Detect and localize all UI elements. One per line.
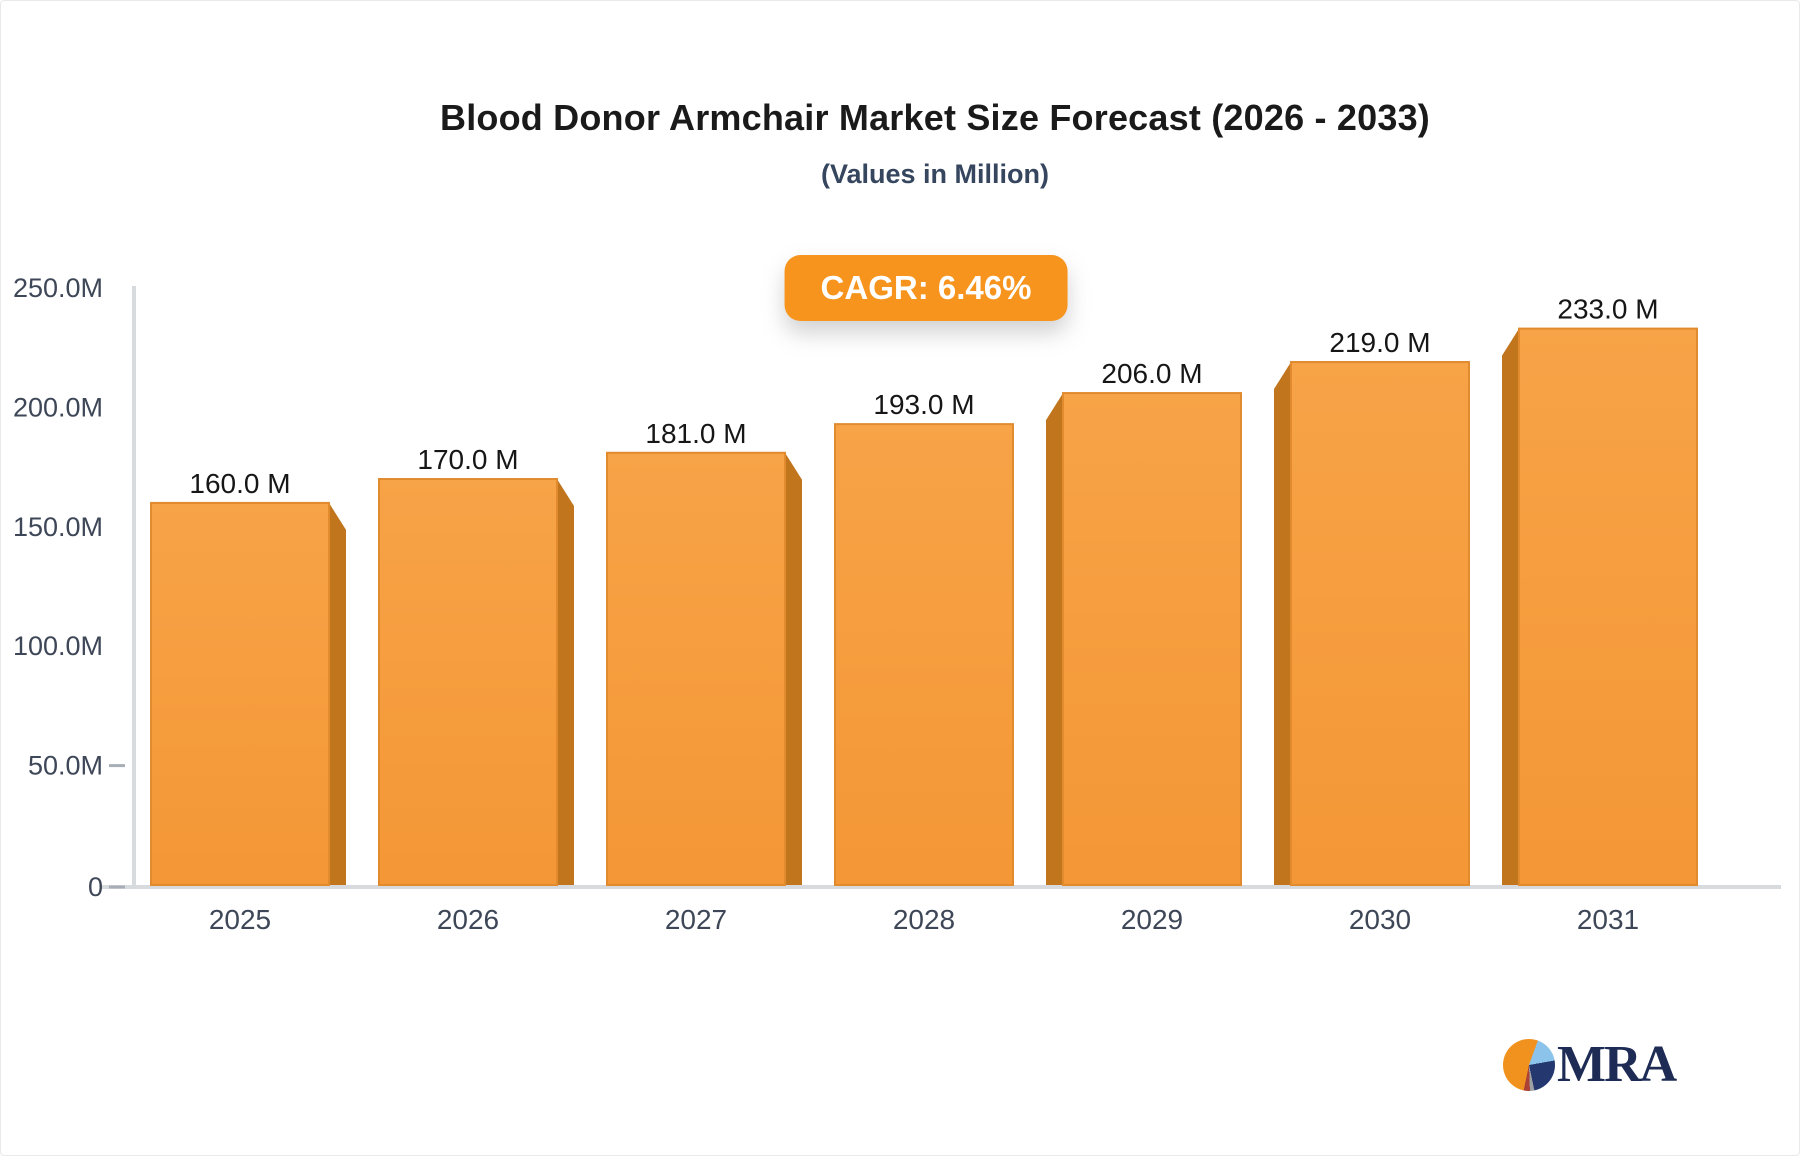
bar-side-face: [557, 479, 574, 885]
bar-side-face: [1502, 328, 1519, 885]
bar-value-label: 219.0 M: [1329, 327, 1430, 358]
y-axis-label: 50.0M: [28, 751, 103, 781]
bar-group-2030: 219.0 M: [1274, 327, 1470, 886]
bar-group-2028: 193.0 M: [834, 389, 1014, 886]
bar-value-label: 160.0 M: [189, 468, 290, 499]
bar-group-2031: 233.0 M: [1502, 294, 1698, 886]
chart-title: Blood Donor Armchair Market Size Forecas…: [440, 97, 1430, 138]
bar-value-label: 233.0 M: [1557, 294, 1658, 325]
y-axis-label: 250.0M: [13, 273, 103, 303]
cagr-badge: CAGR: 6.46%: [784, 255, 1068, 321]
y-axis-label: 100.0M: [13, 631, 103, 661]
x-axis-label: 2028: [893, 904, 955, 935]
x-axis-label: 2027: [665, 904, 727, 935]
bar-value-label: 181.0 M: [645, 418, 746, 449]
bar-group-2025: 160.0 M: [150, 468, 346, 886]
x-axis-label: 2025: [209, 904, 271, 935]
bar-side-face: [785, 452, 802, 885]
bar-group-2027: 181.0 M: [606, 418, 802, 886]
bar-rect: [1062, 392, 1242, 886]
bar-rect: [606, 451, 786, 886]
x-axis-label: 2029: [1121, 904, 1183, 935]
bar-side-face: [1274, 362, 1291, 885]
y-axis-label: 0: [88, 872, 103, 902]
bar-value-label: 193.0 M: [873, 389, 974, 420]
chart-subtitle: (Values in Million): [820, 159, 1050, 189]
bar-group-2029: 206.0 M: [1046, 358, 1242, 886]
bar-value-label: 206.0 M: [1101, 358, 1202, 389]
bar-rect: [150, 501, 330, 886]
y-axis-label: 200.0M: [13, 392, 103, 422]
bar-value-label: 170.0 M: [417, 444, 518, 475]
bar-group-2026: 170.0 M: [378, 444, 574, 886]
x-axis-label: 2026: [437, 904, 499, 935]
bar-side-face: [1046, 393, 1063, 885]
chart-header: Blood Donor Armchair Market Size Forecas…: [71, 97, 1799, 190]
mra-logo: MRA: [1503, 1036, 1677, 1093]
logo-brand-text: MRA: [1557, 1036, 1677, 1093]
bar-rect: [1518, 327, 1698, 886]
bar-rect: [834, 423, 1014, 886]
x-axis-label: 2030: [1349, 904, 1411, 935]
y-axis-label: 150.0M: [13, 512, 103, 542]
bar-rect: [1290, 361, 1470, 886]
pie-chart-icon: [1503, 1039, 1555, 1091]
bar-rect: [378, 478, 558, 886]
bar-side-face: [329, 502, 346, 885]
x-axis-label: 2031: [1577, 904, 1639, 935]
